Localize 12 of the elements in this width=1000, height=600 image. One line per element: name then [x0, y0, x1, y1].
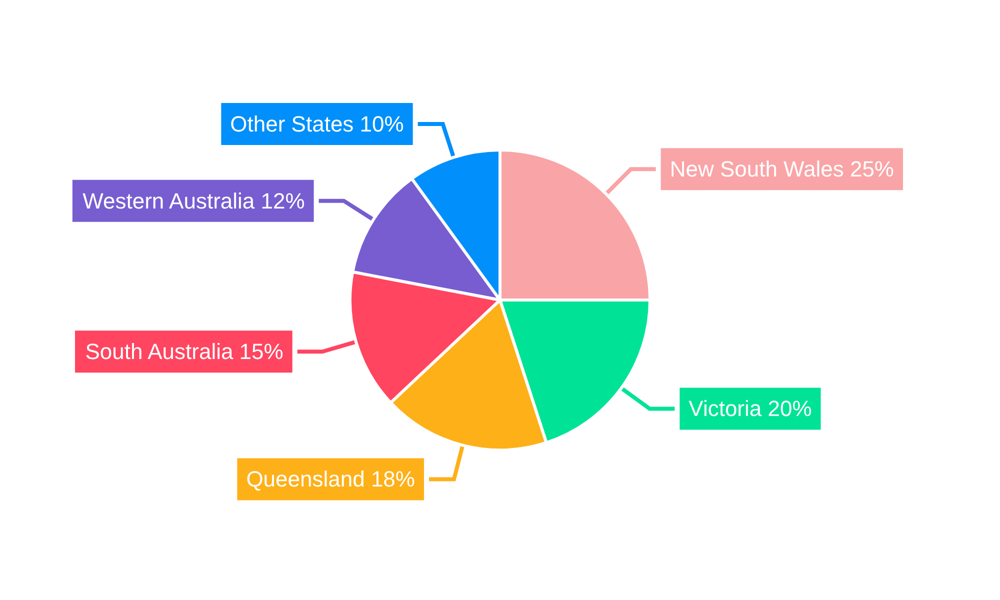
slice-label: Other States [230, 112, 354, 137]
slice-label: Queensland [246, 466, 365, 492]
data-label: 25% [850, 156, 894, 182]
slice-label: New South Wales [670, 156, 844, 182]
slice-label: South Australia [85, 339, 234, 364]
data-label: 12% [260, 188, 305, 214]
data-label: 20% [768, 396, 812, 422]
data-label: 15% [239, 339, 284, 364]
slice-label: Victoria [688, 396, 762, 422]
data-label: 18% [370, 466, 415, 492]
slice-label: Western Australia [82, 188, 256, 214]
data-label: 10% [360, 112, 404, 137]
